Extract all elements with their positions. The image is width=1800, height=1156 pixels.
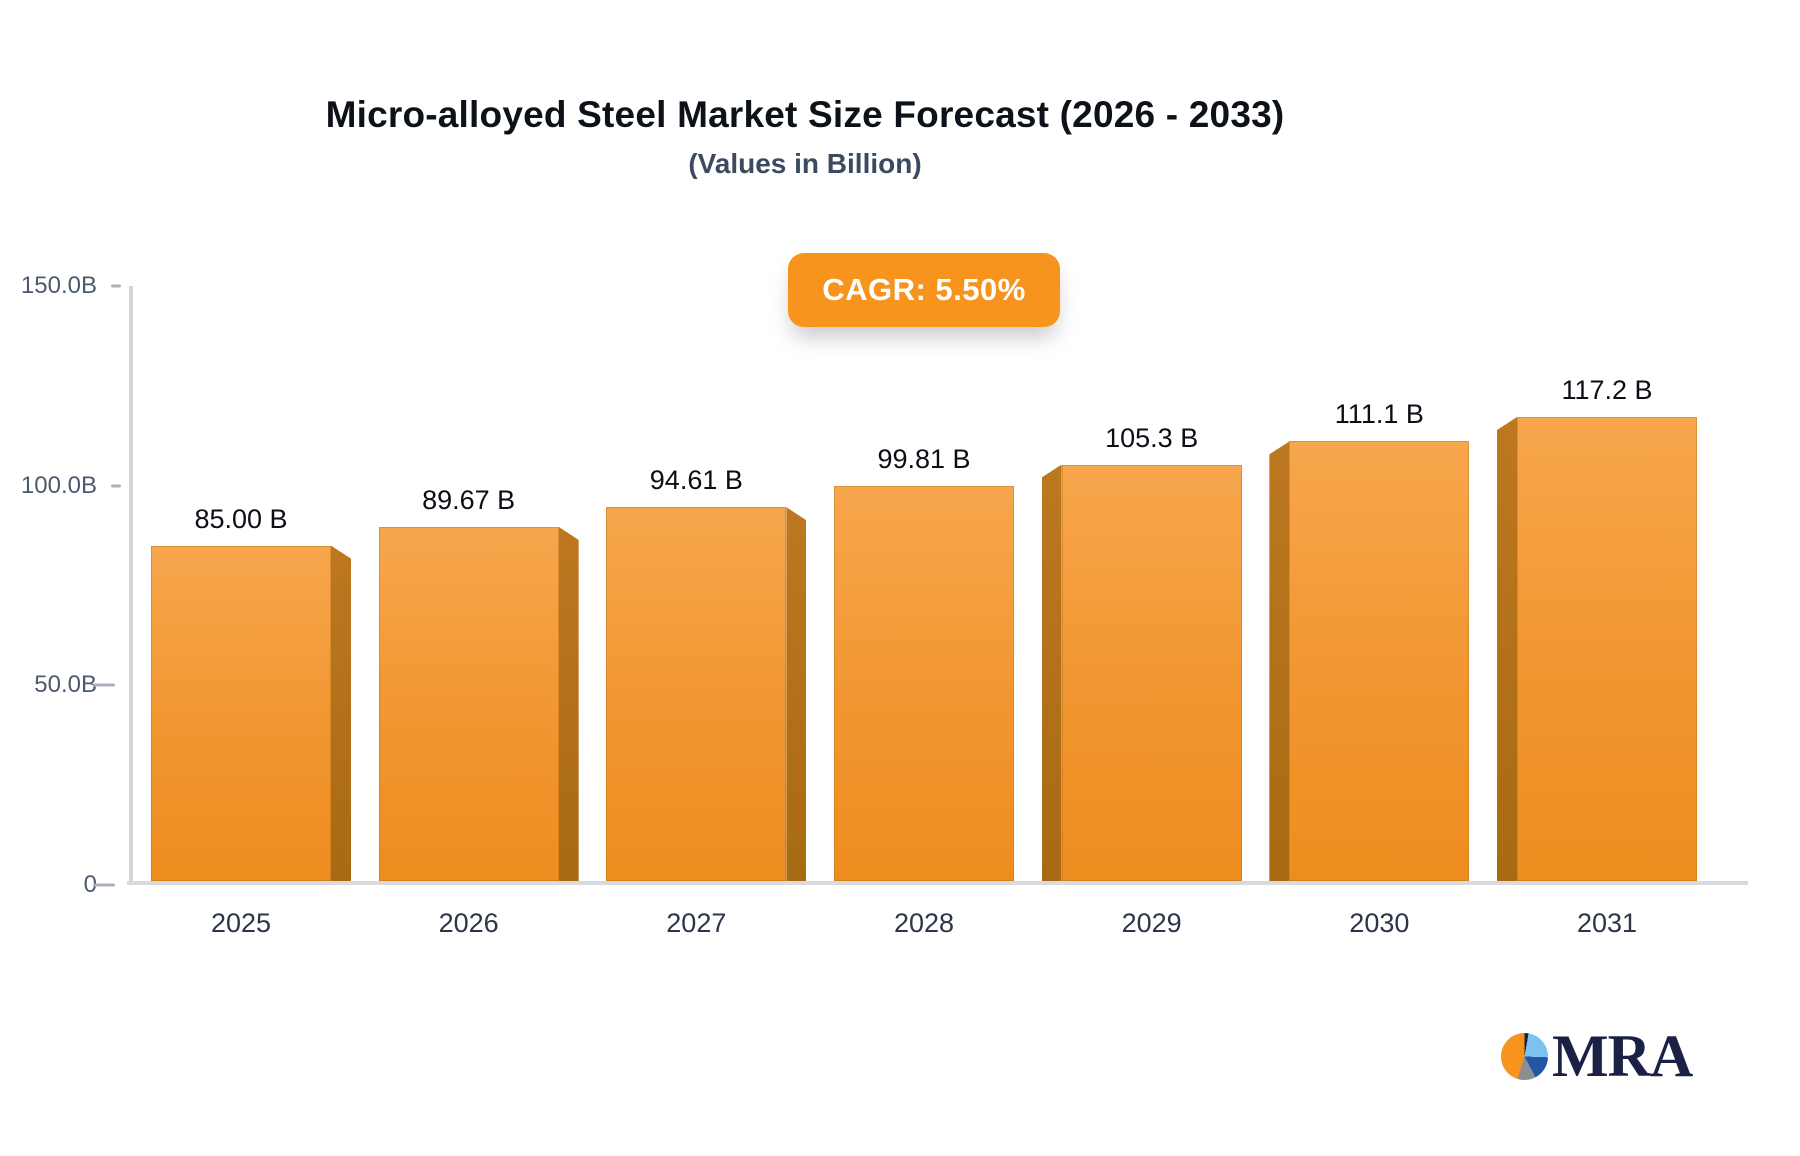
x-tick-label-2025: 2025 [210, 908, 272, 938]
bar-2029 [1061, 464, 1242, 881]
bar-2026 [378, 526, 559, 881]
logo-text: MRA [1552, 1023, 1693, 1089]
x-tick-label-2031: 2031 [1576, 908, 1638, 938]
bar-2031 [1517, 416, 1698, 881]
bar-side-2029 [1041, 464, 1062, 881]
x-tick-label-2028: 2028 [893, 908, 955, 938]
bar-side-2031 [1497, 416, 1518, 881]
y-tick-mark [111, 284, 121, 288]
value-label-2026: 89.67 B [422, 484, 516, 515]
chart-title: Micro-alloyed Steel Market Size Forecast… [325, 94, 1285, 135]
value-label-2030: 111.1 B [1334, 399, 1424, 430]
mra-logo: MRA [1501, 1023, 1693, 1089]
bar-2025 [151, 545, 331, 881]
bar-side-2030 [1269, 441, 1290, 881]
bar-side-2026 [558, 526, 579, 881]
bar-2030 [1289, 441, 1470, 881]
y-tick-mark [111, 484, 121, 488]
x-tick-label-2029: 2029 [1121, 908, 1182, 938]
y-tick-mark [93, 683, 115, 687]
x-tick-label-2026: 2026 [438, 908, 499, 938]
bar-2028 [834, 486, 1014, 881]
value-label-2025: 85.00 B [194, 503, 288, 534]
x-axis [127, 881, 1748, 885]
bar-side-2027 [786, 507, 807, 881]
y-tick-label: 50.0B [34, 671, 97, 699]
value-label-2028: 99.81 B [877, 444, 971, 475]
cagr-badge: CAGR: 5.50% [788, 253, 1060, 327]
y-axis [129, 286, 133, 885]
cagr-badge-label: CAGR: 5.50% [822, 272, 1026, 307]
bar-side-2025 [331, 545, 351, 881]
value-label-2031: 117.2 B [1561, 374, 1653, 405]
y-tick-label: 0 [83, 871, 97, 898]
value-label-2029: 105.3 B [1105, 422, 1199, 453]
y-tick-label: 100.0B [20, 471, 97, 499]
bar-2027 [606, 507, 787, 881]
logo-pie-icon [1501, 1033, 1548, 1080]
chart-subtitle: (Values in Billion) [688, 148, 922, 179]
x-tick-label-2030: 2030 [1349, 908, 1410, 938]
value-label-2027: 94.61 B [649, 465, 743, 496]
y-tick-mark [93, 883, 115, 887]
y-tick-label: 150.0B [20, 272, 97, 299]
x-tick-label-2027: 2027 [666, 908, 727, 938]
